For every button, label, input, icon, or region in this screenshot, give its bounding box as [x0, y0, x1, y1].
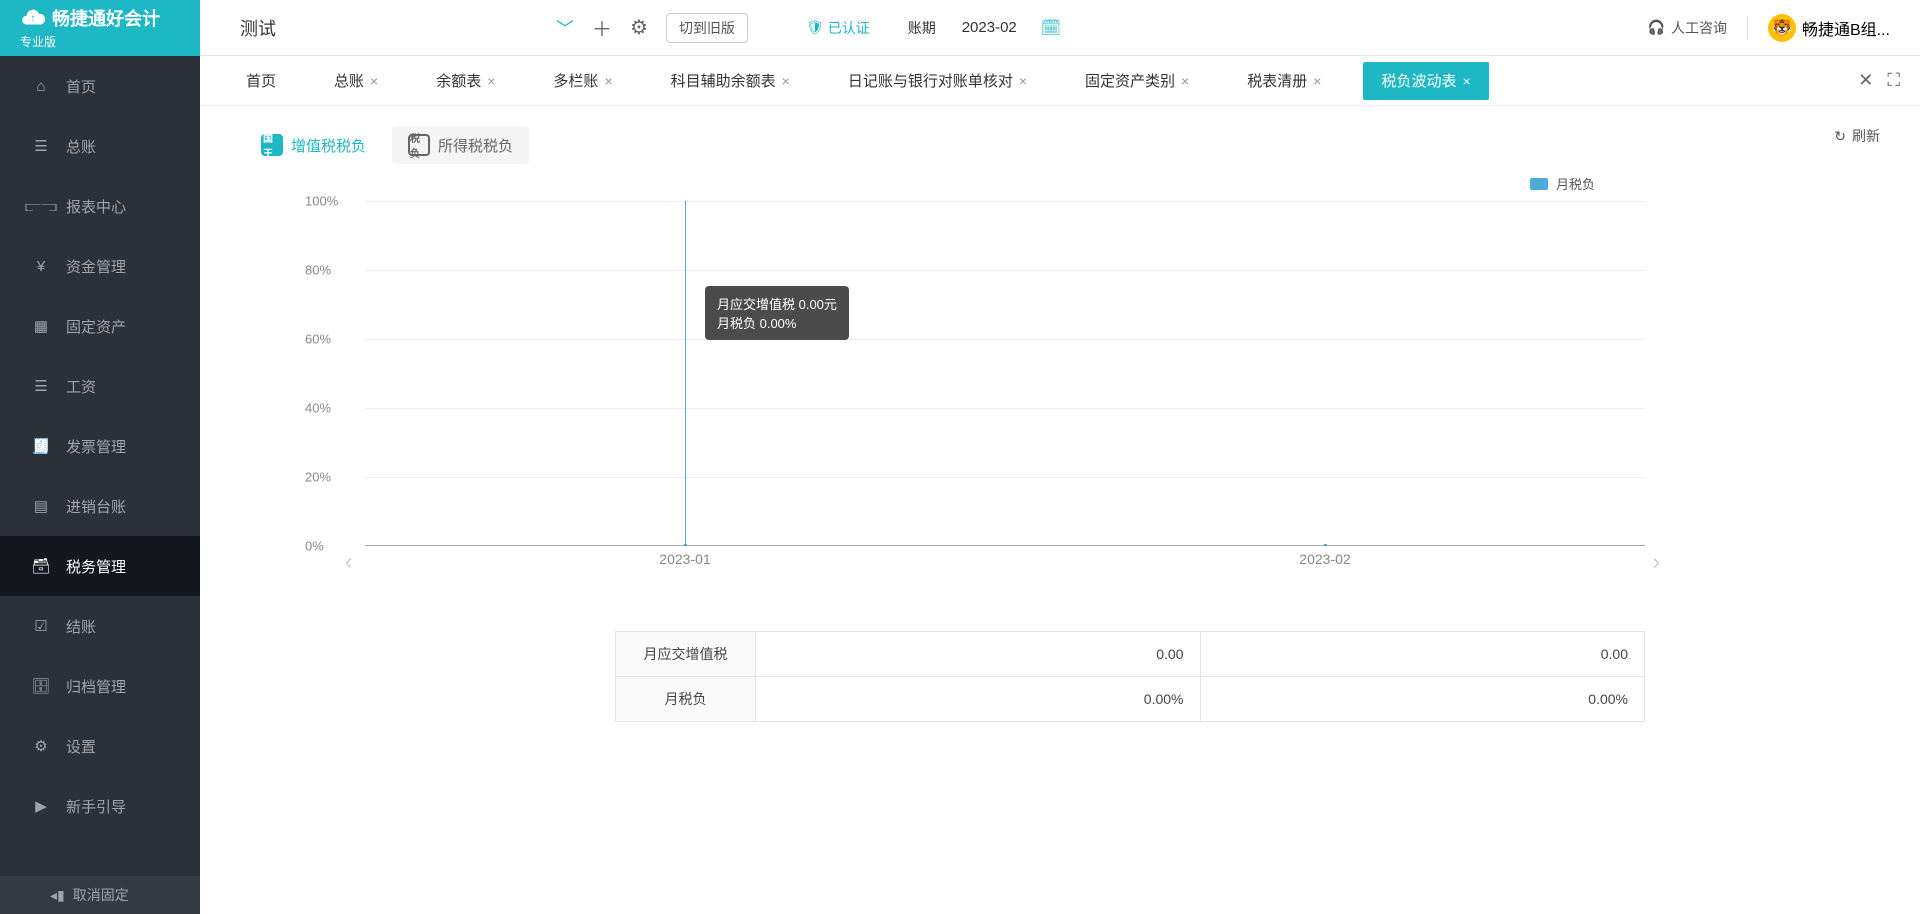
sidebar-icon: 🧾: [30, 435, 52, 457]
top-header: ↑ 畅捷通好会计 专业版 测试 ﹀ ＋ ⚙ 切到旧版 🛡 已认证 账期 2023…: [0, 0, 1920, 56]
tab-0[interactable]: 首页: [230, 56, 292, 106]
sidebar-icon: ▶: [30, 795, 52, 817]
refresh-icon: ↻: [1834, 128, 1846, 145]
headset-icon: 🎧: [1648, 19, 1665, 36]
sidebar-item-11[interactable]: ⚙设置: [0, 716, 200, 776]
sidebar-item-3[interactable]: ¥资金管理: [0, 236, 200, 296]
sidebar-item-2[interactable]: ⫍⫎报表中心: [0, 176, 200, 236]
sidebar-item-10[interactable]: 🗄归档管理: [0, 656, 200, 716]
sidebar-item-9[interactable]: ☑结账: [0, 596, 200, 656]
unpin-button[interactable]: ◂▮ 取消固定: [0, 876, 200, 914]
logo: ↑ 畅捷通好会计 专业版: [0, 0, 200, 56]
tab-close-icon[interactable]: ×: [1462, 73, 1470, 89]
tab-close-icon[interactable]: ×: [370, 73, 378, 89]
period-label: 账期: [908, 18, 936, 38]
old-version-button[interactable]: 切到旧版: [666, 13, 748, 43]
x-axis: [365, 545, 1645, 546]
tab-close-icon[interactable]: ×: [604, 73, 612, 89]
x-tick: 2023-01: [659, 551, 710, 567]
period-value: 2023-02: [962, 19, 1017, 36]
sidebar-icon: 🗄: [30, 675, 52, 697]
sidebar-item-0[interactable]: ⌂首页: [0, 56, 200, 116]
sidebar-icon: ☰: [30, 135, 52, 157]
sidebar-item-1[interactable]: ☰总账: [0, 116, 200, 176]
sidebar-item-12[interactable]: ▶新手引导: [0, 776, 200, 836]
table-row: 月应交增值税0.000.00: [616, 632, 1645, 677]
expand-icon[interactable]: ⛶: [1887, 70, 1900, 91]
tax-icon: 国王: [261, 134, 283, 156]
pin-icon: ◂▮: [50, 887, 65, 904]
tab-4[interactable]: 科目辅助余额表×: [655, 56, 806, 106]
data-table: 月应交增值税0.000.00月税负0.00%0.00%: [615, 631, 1645, 722]
sidebar-icon: ⫍⫎: [30, 195, 52, 217]
sidebar-item-4[interactable]: ▦固定资产: [0, 296, 200, 356]
cloud-icon: ↑: [20, 5, 46, 31]
tabs-bar: 首页总账× 余额表× 多栏账× 科目辅助余额表× 日记账与银行对账单核对× 固定资产类别×…: [200, 56, 1920, 106]
legend-swatch: [1530, 178, 1548, 190]
chart-prev-icon[interactable]: ‹: [345, 549, 352, 575]
sidebar-icon: ☰: [30, 375, 52, 397]
chart-next-icon[interactable]: ›: [1653, 549, 1660, 575]
x-tick: 2023-02: [1299, 551, 1350, 567]
tab-7[interactable]: 税表清册×: [1231, 56, 1337, 106]
refresh-button[interactable]: ↻ 刷新: [1834, 126, 1880, 146]
tab-close-icon[interactable]: ×: [487, 73, 495, 89]
sidebar-item-6[interactable]: 🧾发票管理: [0, 416, 200, 476]
verified-badge: 🛡 已认证: [806, 18, 870, 38]
calendar-icon[interactable]: 🗓: [1041, 18, 1061, 38]
sidebar-icon: ▤: [30, 495, 52, 517]
company-name: 测试: [240, 15, 276, 41]
table-row: 月税负0.00%0.00%: [616, 677, 1645, 722]
chart-bar: [1324, 544, 1327, 546]
sub-tab-1[interactable]: 税负所得税税负: [392, 126, 529, 164]
sidebar-icon: 🗃: [30, 555, 52, 577]
tab-close-icon[interactable]: ×: [782, 73, 790, 89]
logo-edition: 专业版: [20, 33, 200, 50]
consult-button[interactable]: 🎧 人工咨询: [1648, 18, 1727, 38]
plus-icon[interactable]: ＋: [592, 13, 612, 42]
avatar: 🐯: [1768, 14, 1796, 42]
user-name: 畅捷通B组...: [1802, 16, 1890, 40]
sidebar-icon: ⚙: [30, 735, 52, 757]
sidebar-icon: ¥: [30, 255, 52, 277]
tab-3[interactable]: 多栏账×: [537, 56, 628, 106]
shield-icon: 🛡: [806, 19, 824, 36]
svg-text:↑: ↑: [30, 12, 35, 24]
tab-5[interactable]: 日记账与银行对账单核对×: [832, 56, 1043, 106]
tab-6[interactable]: 固定资产类别×: [1069, 56, 1205, 106]
tab-2[interactable]: 余额表×: [420, 56, 511, 106]
sub-tabs: 国王增值税税负税负所得税税负 ↻ 刷新: [200, 106, 1920, 174]
sidebar-icon: ☑: [30, 615, 52, 637]
tab-close-icon[interactable]: ×: [1181, 73, 1189, 89]
user-menu[interactable]: 🐯 畅捷通B组...: [1768, 14, 1890, 42]
tab-8[interactable]: 税负波动表×: [1363, 62, 1488, 100]
tab-close-icon[interactable]: ×: [1313, 73, 1321, 89]
sidebar-item-7[interactable]: ▤进销台账: [0, 476, 200, 536]
sidebar-icon: ▦: [30, 315, 52, 337]
tab-close-icon[interactable]: ×: [1019, 73, 1027, 89]
logo-text: 畅捷通好会计: [52, 5, 160, 31]
sidebar-icon: ⌂: [30, 75, 52, 97]
sidebar: ⌂首页☰总账⫍⫎报表中心¥资金管理▦固定资产☰工资🧾发票管理▤进销台账🗃税务管理…: [0, 56, 200, 914]
chart-legend: 月税负: [245, 174, 1875, 193]
chart-tooltip: 月应交增值税 0.00元月税负 0.00%: [705, 286, 849, 340]
tab-1[interactable]: 总账×: [318, 56, 394, 106]
chart-area: 月税负 100%80%60%40%20%0% 2023-01月应交增值税 0.0…: [200, 174, 1920, 722]
gear-icon[interactable]: ⚙: [630, 15, 648, 40]
company-selector[interactable]: 测试 ﹀: [240, 15, 574, 41]
sidebar-item-8[interactable]: 🗃税务管理: [0, 536, 200, 596]
chevron-down-icon: ﹀: [556, 15, 574, 41]
sidebar-item-5[interactable]: ☰工资: [0, 356, 200, 416]
tab-close-icon[interactable]: ✕: [1858, 70, 1873, 91]
content: 首页总账× 余额表× 多栏账× 科目辅助余额表× 日记账与银行对账单核对× 固定资产类别×…: [200, 56, 1920, 914]
chart: 100%80%60%40%20%0% 2023-01月应交增值税 0.00元月税…: [305, 201, 1645, 561]
tax-icon: 税负: [408, 134, 430, 156]
sub-tab-0[interactable]: 国王增值税税负: [245, 126, 382, 164]
